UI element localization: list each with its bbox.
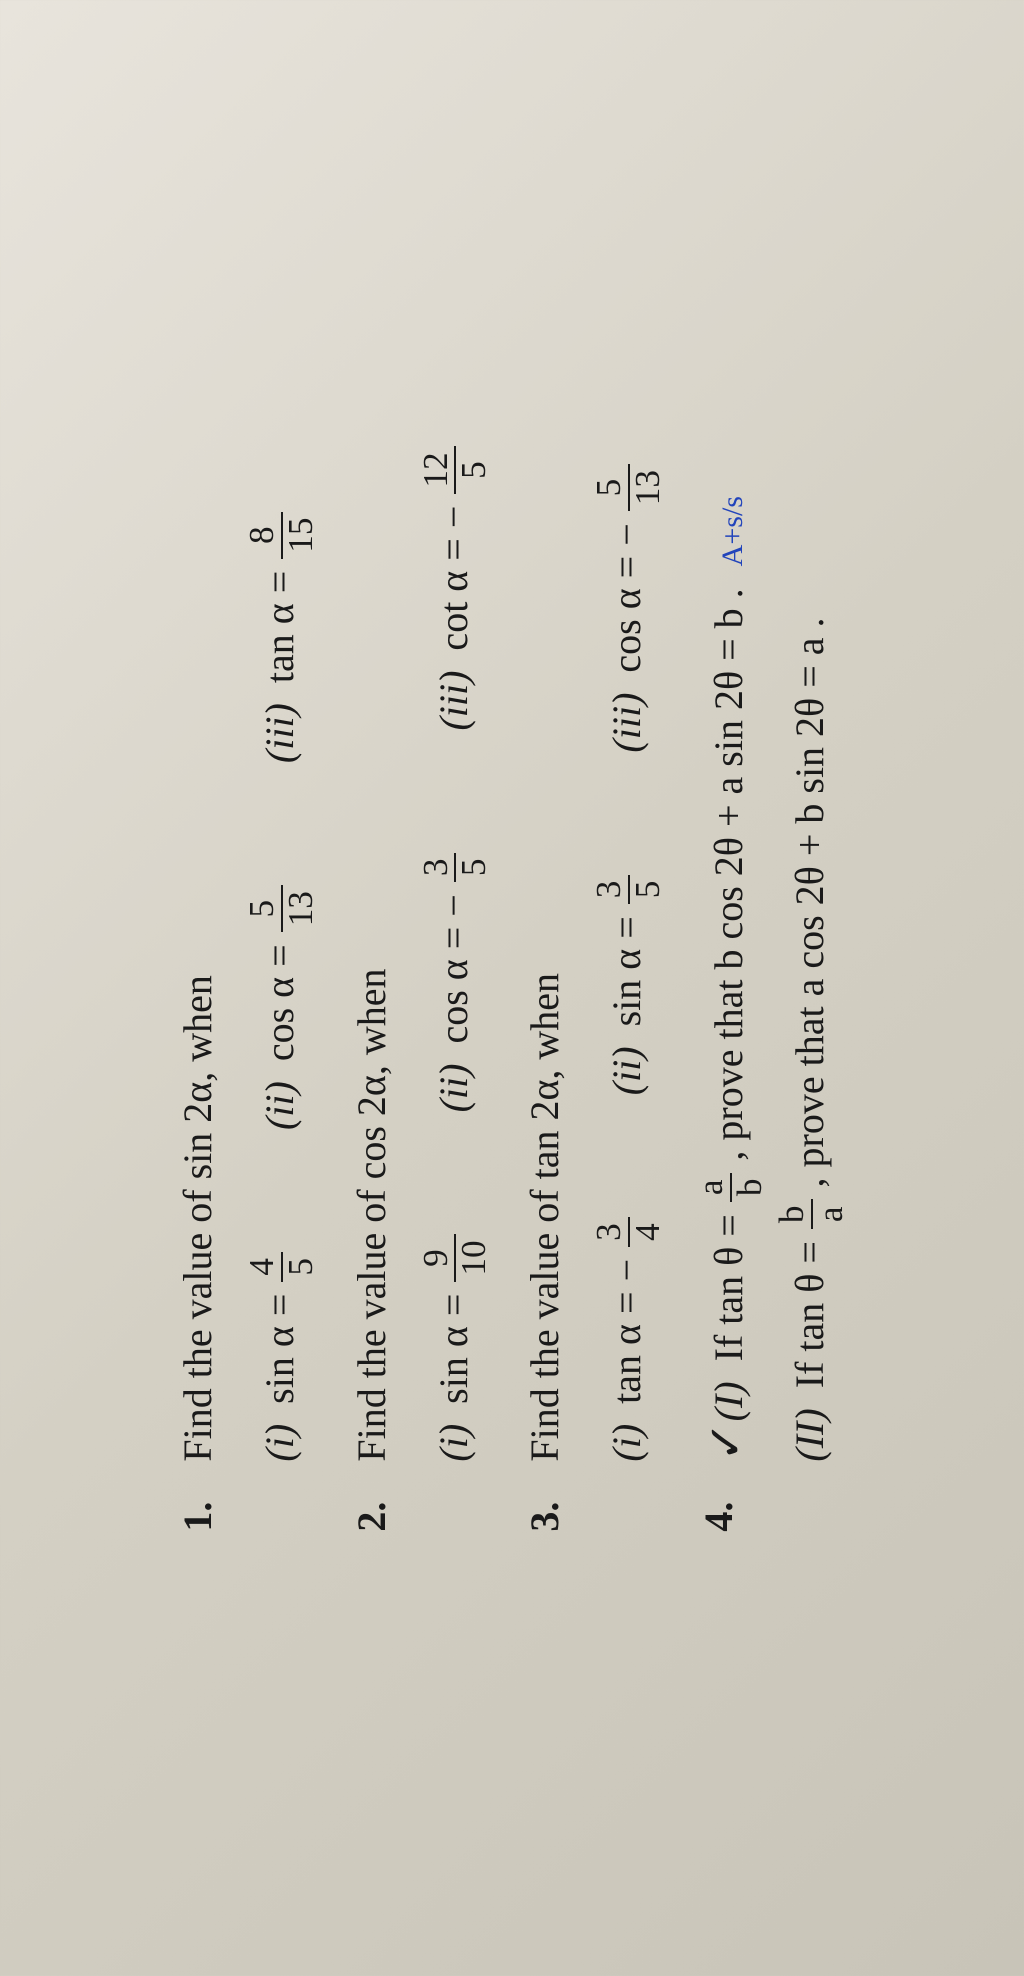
part-ii: (ii) cos α = 5 13 xyxy=(242,883,322,1130)
fraction: a b xyxy=(693,1173,769,1203)
part-label: (ii) xyxy=(604,1046,649,1095)
part-ii: (ii) cos α = − 3 5 xyxy=(416,851,496,1113)
problem-1: 1. Find the value of sin 2α, when (i) si… xyxy=(160,444,322,1531)
problem-stem: Find the value of cos 2α, when xyxy=(334,444,410,1461)
fraction-denominator: b xyxy=(732,1173,769,1203)
problem-number: 2. xyxy=(334,1462,496,1532)
fraction-numerator: 3 xyxy=(591,875,630,905)
fraction-numerator: 8 xyxy=(244,512,283,559)
part-label: (ii) xyxy=(257,1081,302,1130)
part-label: (iii) xyxy=(431,671,476,731)
part-lhs: sin α = xyxy=(604,916,649,1026)
fraction-numerator: 12 xyxy=(418,446,457,493)
part-pre: If tan θ = xyxy=(706,1214,751,1361)
problem-number: 3. xyxy=(507,1462,669,1532)
fraction-denominator: 10 xyxy=(456,1234,493,1281)
problem-body: ✓ (I) If tan θ = a b , prove that b cos … xyxy=(681,444,852,1461)
part-label: (ii) xyxy=(431,1064,476,1113)
fraction: 3 5 xyxy=(418,853,494,883)
fraction-numerator: 5 xyxy=(244,885,283,932)
fraction-numerator: a xyxy=(693,1173,732,1203)
part-ii: (ii) sin α = 3 5 xyxy=(589,873,669,1096)
fraction: b a xyxy=(774,1199,850,1229)
part-pre: If tan θ = xyxy=(787,1241,832,1388)
problem-body: Find the value of sin 2α, when (i) sin α… xyxy=(160,444,322,1461)
part-lhs: cos α = xyxy=(257,944,302,1061)
problem-body: Find the value of cos 2α, when (i) sin α… xyxy=(334,444,496,1461)
fraction: 8 15 xyxy=(244,512,320,559)
part-I: ✓ (I) If tan θ = a b , prove that b cos … xyxy=(681,444,772,1461)
part-lhs: sin α = xyxy=(431,1294,476,1404)
part-label: (I) xyxy=(706,1381,751,1421)
part-lhs: cos α = − xyxy=(604,523,649,672)
problem-parts: (i) sin α = 9 10 (ii) cos α = − 3 5 xyxy=(416,444,496,1461)
page-content: 1. Find the value of sin 2α, when (i) si… xyxy=(100,364,924,1611)
part-i: (i) sin α = 4 5 xyxy=(242,1250,322,1462)
part-lhs: tan α = xyxy=(257,571,302,683)
fraction-numerator: 3 xyxy=(591,1217,630,1247)
problem-body: Find the value of tan 2α, when (i) tan α… xyxy=(507,444,669,1461)
handwritten-note: A+s/s xyxy=(716,496,749,566)
part-iii: (iii) cot α = − 12 5 xyxy=(416,444,496,730)
problem-2: 2. Find the value of cos 2α, when (i) si… xyxy=(334,444,496,1531)
part-label: (i) xyxy=(431,1424,476,1462)
problem-stem: Find the value of tan 2α, when xyxy=(507,444,583,1461)
fraction: 5 13 xyxy=(244,885,320,932)
part-label: (i) xyxy=(604,1424,649,1462)
fraction: 5 13 xyxy=(591,464,667,511)
fraction-denominator: 13 xyxy=(630,464,667,511)
checkmark-icon: ✓ xyxy=(681,1421,772,1461)
fraction-denominator: 15 xyxy=(283,512,320,559)
part-label: (iii) xyxy=(257,703,302,763)
problem-parts: (i) tan α = − 3 4 (ii) sin α = 3 5 xyxy=(589,444,669,1461)
fraction-numerator: 5 xyxy=(591,464,630,511)
fraction-denominator: 4 xyxy=(630,1217,667,1247)
problem-number: 4. xyxy=(681,1462,852,1532)
fraction-denominator: a xyxy=(813,1199,850,1229)
fraction-numerator: 4 xyxy=(244,1252,283,1282)
part-iii: (iii) tan α = 8 15 xyxy=(242,510,322,764)
fraction-numerator: 3 xyxy=(418,853,457,883)
fraction-denominator: 5 xyxy=(456,446,493,493)
fraction-denominator: 5 xyxy=(630,875,667,905)
fraction-numerator: 9 xyxy=(418,1234,457,1281)
part-i: (i) tan α = − 3 4 xyxy=(589,1215,669,1461)
part-lhs: cot α = − xyxy=(431,506,476,651)
problem-number: 1. xyxy=(160,1462,322,1532)
part-post: , prove that a cos 2θ + b sin 2θ = a . xyxy=(787,617,832,1187)
fraction: 4 5 xyxy=(244,1252,320,1282)
fraction: 12 5 xyxy=(418,446,494,493)
part-lhs: tan α = − xyxy=(604,1259,649,1404)
fraction: 3 4 xyxy=(591,1217,667,1247)
fraction: 9 10 xyxy=(418,1234,494,1281)
part-II: (II) If tan θ = b a , prove that a cos 2… xyxy=(772,444,852,1461)
problem-3: 3. Find the value of tan 2α, when (i) ta… xyxy=(507,444,669,1531)
problem-parts: (i) sin α = 4 5 (ii) cos α = 5 13 xyxy=(242,444,322,1461)
part-post: , prove that b cos 2θ + a sin 2θ = b . xyxy=(706,588,751,1160)
problem-4: 4. ✓ (I) If tan θ = a b , prove that b c… xyxy=(681,444,852,1531)
part-i: (i) sin α = 9 10 xyxy=(416,1232,496,1461)
part-label: (iii) xyxy=(604,693,649,753)
part-label: (II) xyxy=(787,1408,832,1461)
part-iii: (iii) cos α = − 5 13 xyxy=(589,462,669,753)
fraction-denominator: 5 xyxy=(456,853,493,883)
fraction-numerator: b xyxy=(774,1199,813,1229)
fraction-denominator: 13 xyxy=(283,885,320,932)
part-label: (i) xyxy=(257,1424,302,1462)
problem-stem: Find the value of sin 2α, when xyxy=(160,444,236,1461)
part-lhs: cos α = − xyxy=(431,894,476,1043)
fraction: 3 5 xyxy=(591,875,667,905)
part-lhs: sin α = xyxy=(257,1294,302,1404)
fraction-denominator: 5 xyxy=(283,1252,320,1282)
